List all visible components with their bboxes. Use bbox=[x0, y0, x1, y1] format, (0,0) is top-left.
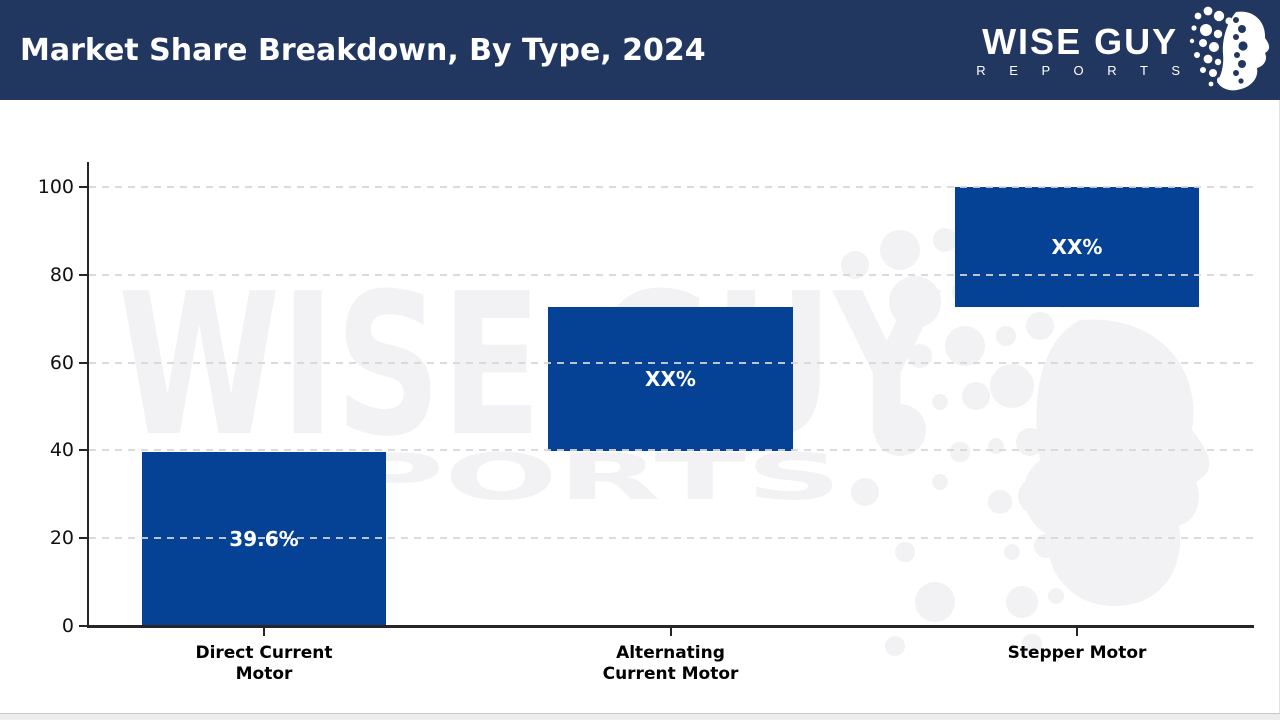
chart-plot-area: WISE GUY REPORTS 0 20 40 60 80 100 39.6% XX% XX%… bbox=[0, 100, 1280, 713]
header-bar: Market Share Breakdown, By Type, 2024 WI… bbox=[0, 0, 1280, 100]
bar-value-label-1: XX% bbox=[645, 367, 696, 392]
x-axis-line bbox=[87, 625, 1254, 628]
x-category-label-1: Alternating Current Motor bbox=[603, 643, 739, 685]
y-tick-label-60: 60 bbox=[49, 351, 74, 374]
bar-segment-1 bbox=[548, 307, 793, 451]
y-tick-mark-40 bbox=[79, 449, 87, 452]
footer-strip bbox=[0, 713, 1280, 720]
gridline-y100 bbox=[89, 186, 1253, 188]
x-tick-mark-1 bbox=[669, 628, 672, 636]
x-category-label-0: Direct Current Motor bbox=[195, 643, 332, 685]
brand-logo-text: WISE GUY R E P O R T S bbox=[970, 20, 1190, 78]
gridline-y20 bbox=[89, 537, 1253, 540]
y-tick-mark-100 bbox=[79, 186, 87, 188]
y-tick-label-40: 40 bbox=[49, 439, 74, 462]
x-category-label-line: Current Motor bbox=[602, 664, 739, 684]
gridline-y80 bbox=[89, 273, 1253, 276]
x-category-label-line: Stepper Motor bbox=[1007, 643, 1147, 663]
y-tick-label-80: 80 bbox=[49, 263, 74, 286]
y-tick-label-0: 0 bbox=[61, 615, 74, 637]
brand-face-icon bbox=[1189, 6, 1270, 91]
gridline-y60 bbox=[89, 361, 1253, 364]
bar-segment-2 bbox=[954, 187, 1200, 308]
bar-value-label-2: XX% bbox=[1051, 235, 1103, 260]
bar-value-label-0: 39.6% bbox=[229, 527, 299, 552]
brand-logo-subtitle: R E P O R T S bbox=[976, 62, 1190, 78]
y-tick-mark-80 bbox=[79, 273, 87, 276]
x-tick-mark-2 bbox=[1076, 628, 1078, 636]
watermark-logo: WISE GUY REPORTS bbox=[118, 228, 1210, 656]
y-axis-line bbox=[87, 162, 89, 628]
x-tick-mark-0 bbox=[263, 628, 265, 636]
brand-logo: WISE GUY R E P O R T S bbox=[970, 4, 1270, 96]
watermark-word-1: WISE GUY bbox=[118, 252, 942, 480]
x-category-label-line: Motor bbox=[235, 664, 293, 684]
y-tick-mark-60 bbox=[79, 361, 87, 364]
y-tick-label-100: 100 bbox=[37, 176, 74, 198]
x-category-label-2: Stepper Motor bbox=[1008, 643, 1147, 664]
y-tick-label-20: 20 bbox=[49, 527, 74, 550]
y-tick-mark-20 bbox=[79, 537, 87, 540]
gridline-y40 bbox=[89, 449, 1253, 452]
y-tick-mark-0 bbox=[79, 625, 87, 627]
brand-logo-name: WISE GUY bbox=[982, 20, 1179, 62]
x-category-label-line: Alternating bbox=[616, 643, 725, 663]
page-title: Market Share Breakdown, By Type, 2024 bbox=[20, 32, 706, 68]
x-category-label-line: Direct Current bbox=[195, 643, 333, 663]
